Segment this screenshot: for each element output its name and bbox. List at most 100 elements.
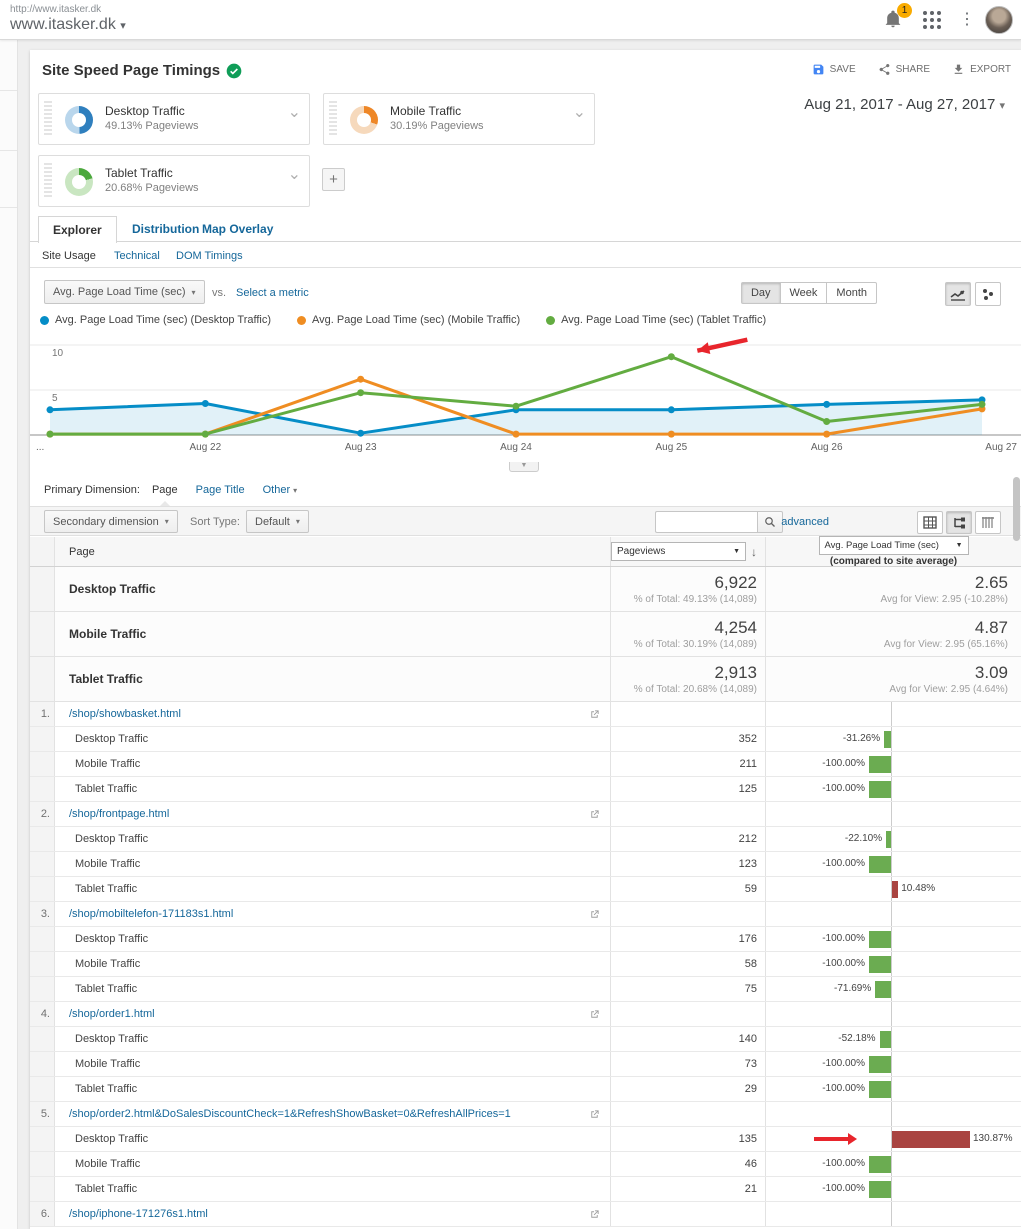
advanced-search-link[interactable]: advanced (781, 516, 829, 528)
summary-row-tablet: Tablet Traffic 2,913 % of Total: 20.68% … (30, 657, 1021, 702)
delta-bar (892, 1131, 970, 1148)
legend-item-mobile: Avg. Page Load Time (sec) (Mobile Traffi… (297, 314, 520, 326)
percentage-view-toggle[interactable] (946, 511, 972, 534)
overflow-menu-icon[interactable]: ⋮ (959, 11, 975, 28)
line-chart-toggle[interactable] (945, 282, 971, 306)
search-input[interactable] (655, 511, 757, 533)
drag-handle[interactable] (329, 101, 337, 137)
apps-grid-icon[interactable] (923, 11, 941, 29)
comparison-view-toggle[interactable] (975, 511, 1001, 534)
external-link-icon[interactable] (589, 1209, 600, 1220)
pageviews-value: 140 (610, 1027, 765, 1051)
save-icon (813, 64, 824, 75)
page-link[interactable]: /shop/order1.html (69, 1008, 155, 1020)
segment-sub-row: Tablet Traffic 21 -100.00% (30, 1177, 1021, 1202)
segment-card-tablet[interactable]: Tablet Traffic 20.68% Pageviews ⌄ (38, 155, 310, 207)
delta-bar (886, 831, 891, 848)
segment-label: Tablet Traffic (75, 783, 138, 795)
pageviews-value: 73 (610, 1052, 765, 1076)
metric-column-select[interactable]: Avg. Page Load Time (sec) ▼ (818, 536, 969, 555)
summary-metric: 4.87 (974, 618, 1008, 637)
drag-handle[interactable] (44, 101, 52, 137)
dimension-other[interactable]: Other ▾ (262, 484, 298, 496)
data-table: Page Pageviews ▼ ↓ Avg. Page Load Time (s… (30, 536, 1021, 1227)
segment-sub-row: Desktop Traffic 352 -31.26% (30, 727, 1021, 752)
tab-explorer[interactable]: Explorer (38, 216, 117, 243)
page-link[interactable]: /shop/order2.html&DoSalesDiscountCheck=1… (69, 1108, 511, 1120)
row-index: 1. (30, 702, 55, 726)
donut-chart (65, 168, 93, 196)
summary-pageviews-sub: % of Total: 30.19% (14,089) (633, 639, 757, 650)
segment-label: Mobile Traffic (75, 758, 141, 770)
page-link[interactable]: /shop/iphone-171276s1.html (69, 1208, 208, 1220)
external-link-icon[interactable] (589, 1009, 600, 1020)
subnav-dom-timings[interactable]: DOM Timings (176, 250, 243, 262)
external-link-icon[interactable] (589, 809, 600, 820)
page-link[interactable]: /shop/showbasket.html (69, 708, 181, 720)
granularity-month[interactable]: Month (827, 282, 877, 304)
timeseries-chart[interactable]: 5 10... Aug 22 Aug 23 Aug 24 Aug 25 Aug 26 Aug … (30, 335, 1021, 467)
subnav-technical[interactable]: Technical (114, 250, 160, 262)
report-card: Site Speed Page Timings SAVE SHARE EXPOR… (30, 50, 1021, 1229)
drag-handle[interactable] (44, 163, 52, 199)
table-row: 2. /shop/frontpage.html (30, 802, 1021, 827)
select-metric-link[interactable]: Select a metric (236, 287, 309, 299)
date-range-selector[interactable]: Aug 21, 2017 - Aug 27, 2017 ▾ (804, 96, 1005, 113)
tab-map-overlay[interactable]: Map Overlay (202, 222, 274, 236)
page-title: Site Speed Page Timings (42, 62, 242, 79)
summary-metric-sub: Avg for View: 2.95 (4.64%) (889, 684, 1008, 695)
chart-legend: Avg. Page Load Time (sec) (Desktop Traff… (40, 314, 766, 326)
dimension-page-title[interactable]: Page Title (195, 484, 245, 496)
segment-sub-row: Desktop Traffic 212 -22.10% (30, 827, 1021, 852)
data-view-toggle[interactable] (917, 511, 943, 534)
pageviews-value: 135 (610, 1127, 765, 1151)
chevron-down-icon[interactable]: ⌄ (287, 166, 301, 183)
segment-sub-row: Mobile Traffic 46 -100.00% (30, 1152, 1021, 1177)
notifications-button[interactable]: 1 (883, 3, 912, 31)
external-link-icon[interactable] (589, 1109, 600, 1120)
row-index: 6. (30, 1202, 55, 1226)
external-link-icon[interactable] (589, 909, 600, 920)
legend-item-tablet: Avg. Page Load Time (sec) (Tablet Traffi… (546, 314, 766, 326)
chevron-down-icon: ▾ (999, 100, 1005, 112)
chevron-down-icon[interactable]: ⌄ (572, 104, 586, 121)
segment-detail: 20.68% Pageviews (105, 182, 199, 194)
segment-card-mobile[interactable]: Mobile Traffic 30.19% Pageviews ⌄ (323, 93, 595, 145)
chart-expand-handle[interactable]: ▼ (509, 462, 539, 472)
sort-type-button[interactable]: Default ▾ (246, 510, 309, 533)
chevron-down-icon[interactable]: ⌄ (287, 104, 301, 121)
granularity-day[interactable]: Day (740, 282, 781, 304)
page-link[interactable]: /shop/mobiltelefon-171183s1.html (69, 908, 234, 920)
collapsed-sidebar[interactable] (0, 40, 18, 1229)
segment-card-desktop[interactable]: Desktop Traffic 49.13% Pageviews ⌄ (38, 93, 310, 145)
subnav-site-usage[interactable]: Site Usage (42, 250, 96, 262)
svg-text:Aug 27: Aug 27 (985, 442, 1017, 453)
save-button[interactable]: SAVE (812, 63, 856, 76)
tab-distribution[interactable]: Distribution (132, 222, 200, 236)
pageviews-column-select[interactable]: Pageviews ▼ (611, 542, 746, 561)
top-app-bar: http://www.itasker.dk www.itasker.dk ▾ 1… (0, 0, 1021, 40)
share-button[interactable]: SHARE (878, 63, 930, 76)
avatar[interactable] (985, 6, 1013, 34)
dimension-page[interactable]: Page (151, 484, 178, 506)
sort-desc-icon[interactable]: ↓ (751, 544, 757, 559)
segment-sub-row: Tablet Traffic 59 10.48% (30, 877, 1021, 902)
scatter-icon (983, 288, 993, 300)
export-button[interactable]: EXPORT (952, 63, 1011, 76)
page-link[interactable]: /shop/frontpage.html (69, 808, 170, 820)
line-chart-icon (950, 289, 965, 301)
scrollbar-thumb[interactable] (1013, 477, 1020, 541)
add-segment-button[interactable]: + (322, 168, 345, 191)
granularity-week[interactable]: Week (780, 282, 828, 304)
tab-bar: Explorer Distribution Map Overlay (30, 216, 1021, 243)
column-header-page[interactable]: Page (69, 545, 95, 558)
property-selector[interactable]: www.itasker.dk ▾ (10, 16, 126, 33)
segment-detail: 49.13% Pageviews (105, 120, 199, 132)
segment-sub-row: Tablet Traffic 125 -100.00% (30, 777, 1021, 802)
scatter-chart-toggle[interactable] (975, 282, 1001, 306)
segment-name: Tablet Traffic (105, 166, 173, 180)
external-link-icon[interactable] (589, 709, 600, 720)
search-button[interactable] (757, 511, 783, 533)
metric-dropdown[interactable]: Avg. Page Load Time (sec) ▾ (44, 280, 205, 304)
secondary-dimension-button[interactable]: Secondary dimension ▾ (44, 510, 178, 533)
